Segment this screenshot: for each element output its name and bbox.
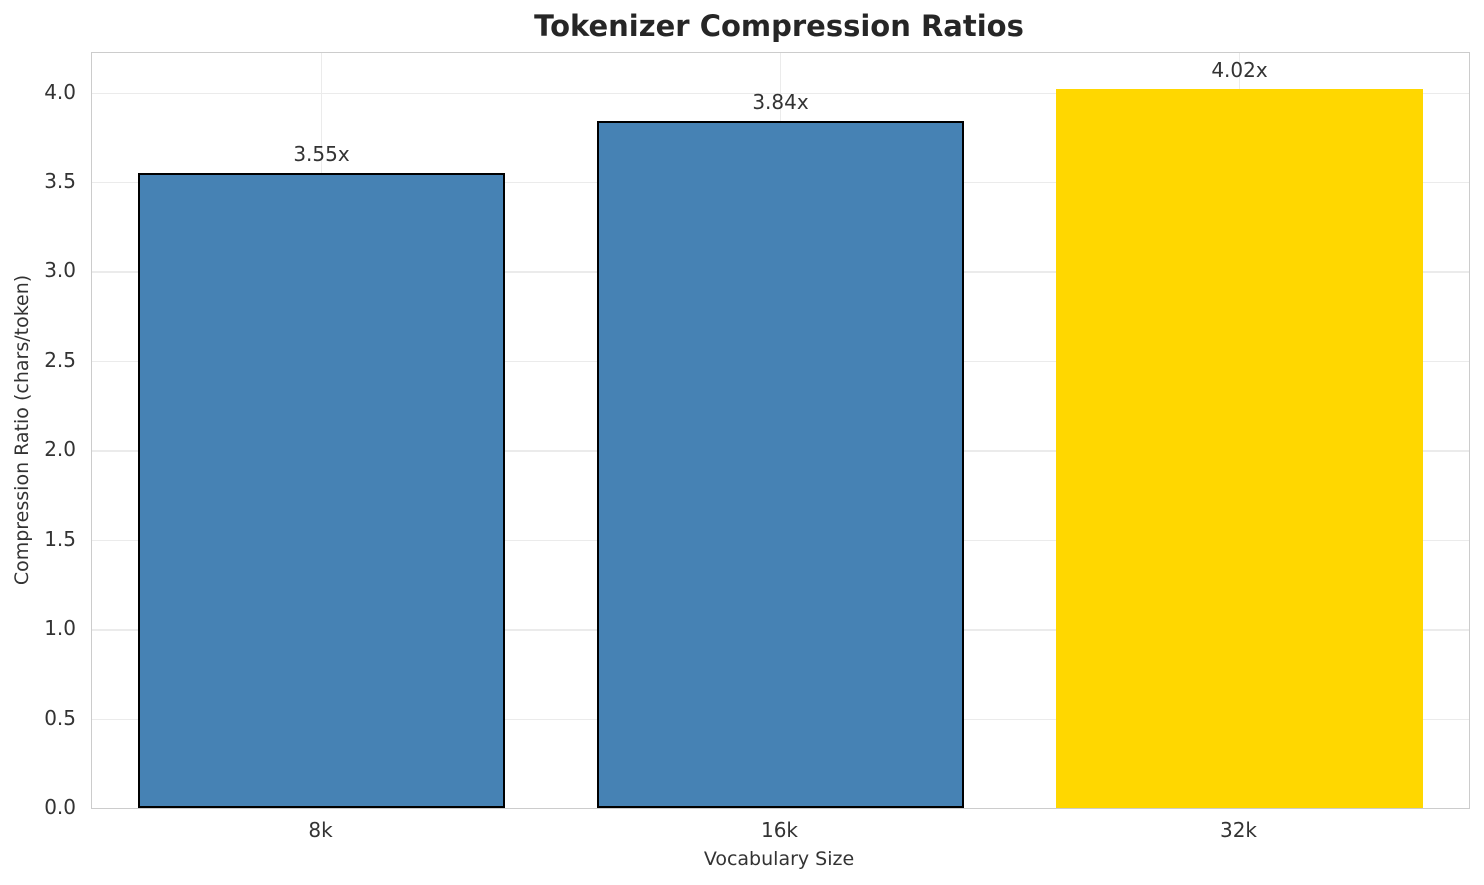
bar-value-label-16k: 3.84x — [752, 90, 809, 115]
x-tick-label-32k: 32k — [1219, 818, 1258, 842]
x-tick-label-16k: 16k — [760, 818, 799, 842]
bar-8k — [137, 173, 506, 808]
y-tick-label: 3.0 — [44, 258, 76, 283]
y-tick-label: 0.5 — [44, 705, 76, 730]
x-axis-label: Vocabulary Size — [703, 848, 855, 870]
bar-value-label-8k: 3.55x — [293, 142, 350, 167]
y-tick-label: 2.5 — [44, 347, 76, 372]
bar-32k — [1055, 88, 1424, 808]
y-tick-label: 0.0 — [44, 795, 76, 819]
bar-16k — [596, 121, 965, 808]
y-tick-label: 1.0 — [44, 616, 76, 641]
bar-value-label-32k: 4.02x — [1211, 57, 1268, 82]
y-tick-label: 3.5 — [44, 168, 76, 193]
y-tick-label: 1.5 — [44, 526, 76, 551]
chart-title: Tokenizer Compression Ratios — [534, 9, 1024, 43]
plot-area: 3.55x 3.84x 4.02x — [91, 52, 1470, 809]
x-tick-label-8k: 8k — [308, 818, 333, 842]
y-tick-label: 4.0 — [44, 79, 76, 104]
y-tick-label: 2.0 — [44, 437, 76, 462]
